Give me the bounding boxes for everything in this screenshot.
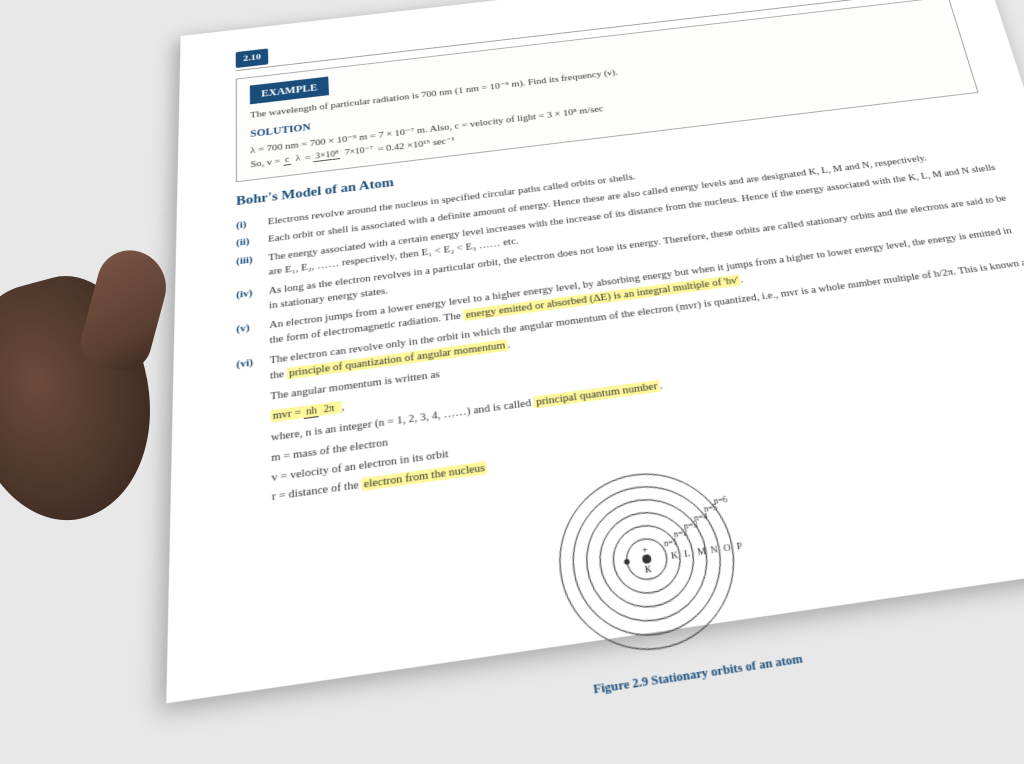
textbook-page: 2.10 Atomic Structure EXAMPLE The wavele… bbox=[166, 0, 1024, 703]
svg-text:N: N bbox=[709, 543, 718, 555]
sol-prefix: So, ν = bbox=[250, 155, 283, 169]
svg-text:L: L bbox=[683, 547, 691, 559]
example-label: EXAMPLE bbox=[250, 76, 329, 104]
thumb-shadow bbox=[76, 243, 175, 377]
svg-text:P: P bbox=[736, 540, 744, 552]
svg-text:K: K bbox=[670, 549, 679, 561]
sol-mid: = bbox=[305, 152, 314, 163]
orbit-diagram: n=1Kn=2Ln=3Mn=4Nn=5On=6P+K bbox=[526, 444, 841, 673]
svg-text:+: + bbox=[641, 543, 649, 555]
page-number: 2.10 bbox=[236, 48, 269, 67]
fraction-1: c λ bbox=[283, 152, 302, 167]
formula-highlight: mvr = nh 2π bbox=[271, 401, 342, 422]
svg-text:O: O bbox=[722, 541, 731, 553]
svg-text:n=6: n=6 bbox=[713, 495, 729, 506]
svg-text:K: K bbox=[644, 564, 653, 575]
